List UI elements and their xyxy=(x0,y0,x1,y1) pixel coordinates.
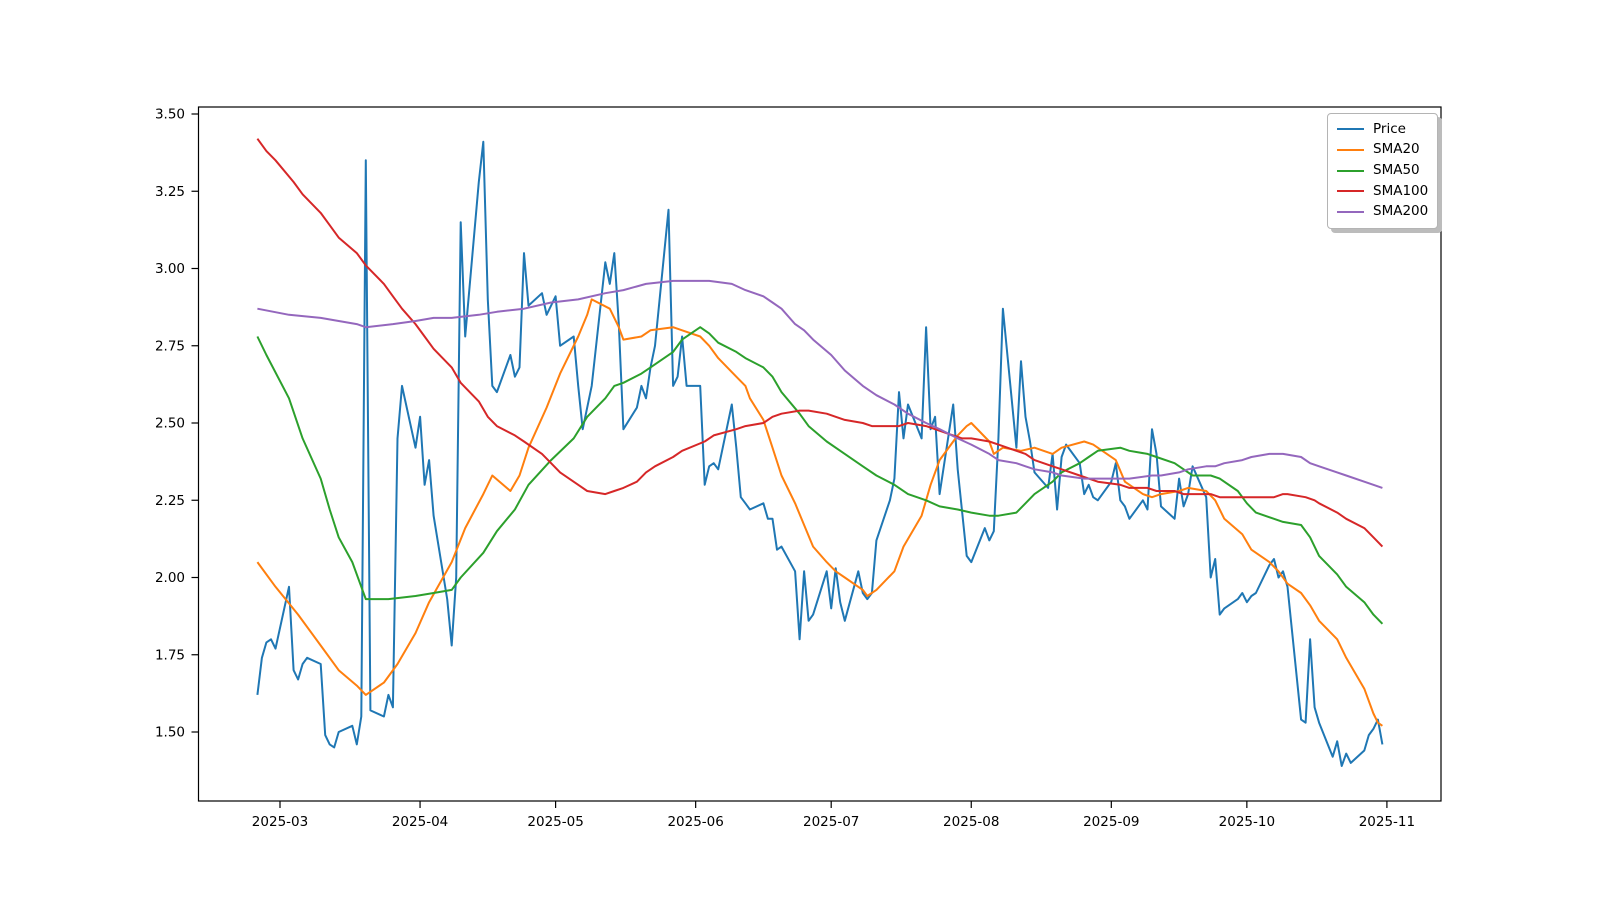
y-tick-label: 2.00 xyxy=(155,570,185,586)
legend-label-sma50: SMA50 xyxy=(1373,161,1420,178)
y-tick-label: 2.75 xyxy=(155,338,185,354)
sma100-line-swatch xyxy=(1337,190,1364,193)
axis-ticks: 2025-03 2025-04 2025-05 2025-06 2025-07 2025-… xyxy=(155,107,1415,831)
x-tick-label: 2025-04 xyxy=(392,814,448,830)
legend-row-sma50: SMA50 xyxy=(1337,160,1428,181)
y-tick-label: 1.50 xyxy=(155,725,185,741)
sma20-line xyxy=(256,298,1383,727)
x-tick-label: 2025-03 xyxy=(252,814,308,830)
x-tick-label: 2025-06 xyxy=(667,814,723,830)
sma50-line xyxy=(256,326,1384,625)
y-tick-label: 2.50 xyxy=(155,416,185,432)
legend-label-sma100: SMA100 xyxy=(1373,182,1429,199)
y-tick-label: 3.25 xyxy=(155,184,185,200)
sma200-line-swatch xyxy=(1337,211,1364,214)
price-line xyxy=(256,140,1384,767)
x-tick-label: 2025-05 xyxy=(527,814,583,830)
sma100-line xyxy=(256,138,1384,548)
legend-label-price: Price xyxy=(1373,120,1406,137)
x-tick-label: 2025-09 xyxy=(1083,814,1139,830)
y-tick-label: 3.00 xyxy=(155,261,185,277)
x-tick-label: 2025-10 xyxy=(1219,814,1275,830)
legend-row-sma100: SMA100 xyxy=(1337,181,1428,202)
axes-frame xyxy=(197,106,1442,802)
sma20-line-swatch xyxy=(1337,149,1364,152)
y-tick-label: 1.75 xyxy=(155,647,185,663)
y-tick-label: 2.25 xyxy=(155,493,185,509)
sma50-line-swatch xyxy=(1337,169,1364,172)
legend-row-sma20: SMA20 xyxy=(1337,140,1428,161)
legend-label-sma20: SMA20 xyxy=(1373,141,1420,158)
plot-series xyxy=(256,138,1384,767)
x-tick-label: 2025-08 xyxy=(943,814,999,830)
x-tick-label: 2025-11 xyxy=(1359,814,1415,830)
y-tick-label: 3.50 xyxy=(155,107,185,123)
x-tick-label: 2025-07 xyxy=(803,814,859,830)
sma200-line xyxy=(257,279,1383,489)
legend-row-price: Price xyxy=(1337,119,1428,140)
legend-label-sma200: SMA200 xyxy=(1373,203,1429,220)
price-line-swatch xyxy=(1337,128,1364,131)
legend-row-sma200: SMA200 xyxy=(1337,202,1428,223)
legend: Price SMA20 SMA50 SMA100 SMA200 xyxy=(1327,113,1439,230)
